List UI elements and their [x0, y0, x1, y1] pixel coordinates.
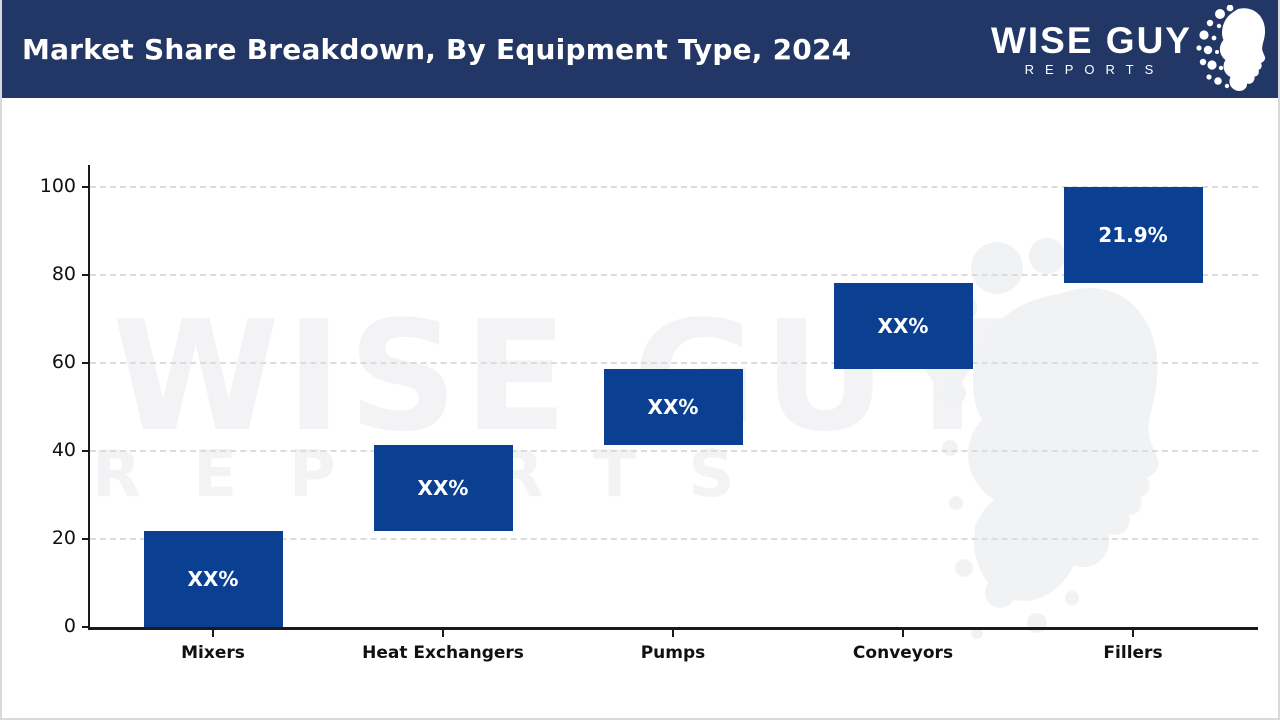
- y-axis-tick: [82, 450, 90, 452]
- bar-value-label: XX%: [417, 475, 469, 500]
- header-bar: Market Share Breakdown, By Equipment Typ…: [2, 0, 1278, 98]
- y-axis-label: 80: [51, 263, 76, 285]
- x-axis-label: Conveyors: [852, 643, 954, 663]
- bar: XX%: [833, 283, 973, 370]
- bar-value-label: XX%: [877, 314, 929, 339]
- brand-logo: WISE GUY REPORTS: [991, 5, 1268, 93]
- bar: 21.9%: [1063, 187, 1203, 284]
- x-axis-label: Heat Exchangers: [362, 643, 524, 663]
- y-axis-label: 100: [39, 175, 76, 197]
- x-axis-label: Fillers: [1103, 643, 1163, 663]
- gridline: [90, 538, 1258, 540]
- gridline: [90, 450, 1258, 452]
- brand-head-icon: [1196, 5, 1266, 92]
- bar: XX%: [603, 369, 743, 445]
- bar-value-label: XX%: [187, 567, 239, 592]
- y-axis-tick: [82, 362, 90, 364]
- chart-canvas: WISE GUY REPORTS 020406080100XX%MixersXX…: [2, 98, 1278, 718]
- x-axis-tick: [442, 629, 444, 637]
- brand-name: WISE GUY: [990, 20, 1192, 61]
- bar: XX%: [373, 444, 513, 532]
- brand-subname: REPORTS: [1024, 62, 1165, 77]
- y-axis-label: 60: [51, 351, 76, 373]
- y-axis-tick: [82, 626, 90, 628]
- gridline: [90, 274, 1258, 276]
- x-axis-label: Mixers: [181, 643, 245, 663]
- y-axis-tick: [82, 538, 90, 540]
- x-axis-label: Pumps: [640, 643, 706, 663]
- gridline: [90, 186, 1258, 188]
- x-axis-tick: [212, 629, 214, 637]
- page-title: Market Share Breakdown, By Equipment Typ…: [22, 32, 852, 66]
- x-axis-tick: [672, 629, 674, 637]
- y-axis-label: 20: [51, 527, 76, 549]
- y-axis-tick: [82, 186, 90, 188]
- bar-value-label: XX%: [647, 394, 699, 419]
- bar: XX%: [143, 531, 283, 627]
- watermark-head-icon: [942, 238, 1159, 639]
- bar-value-label: 21.9%: [1098, 223, 1168, 248]
- x-axis-line: [88, 627, 1258, 630]
- y-axis-tick: [82, 274, 90, 276]
- y-axis-line: [88, 165, 90, 629]
- x-axis-tick: [902, 629, 904, 637]
- x-axis-tick: [1132, 629, 1134, 637]
- y-axis-label: 0: [63, 615, 76, 637]
- brand-logo-text: WISE GUY REPORTS: [991, 22, 1192, 76]
- gridline: [90, 362, 1258, 364]
- y-axis-label: 40: [51, 439, 76, 461]
